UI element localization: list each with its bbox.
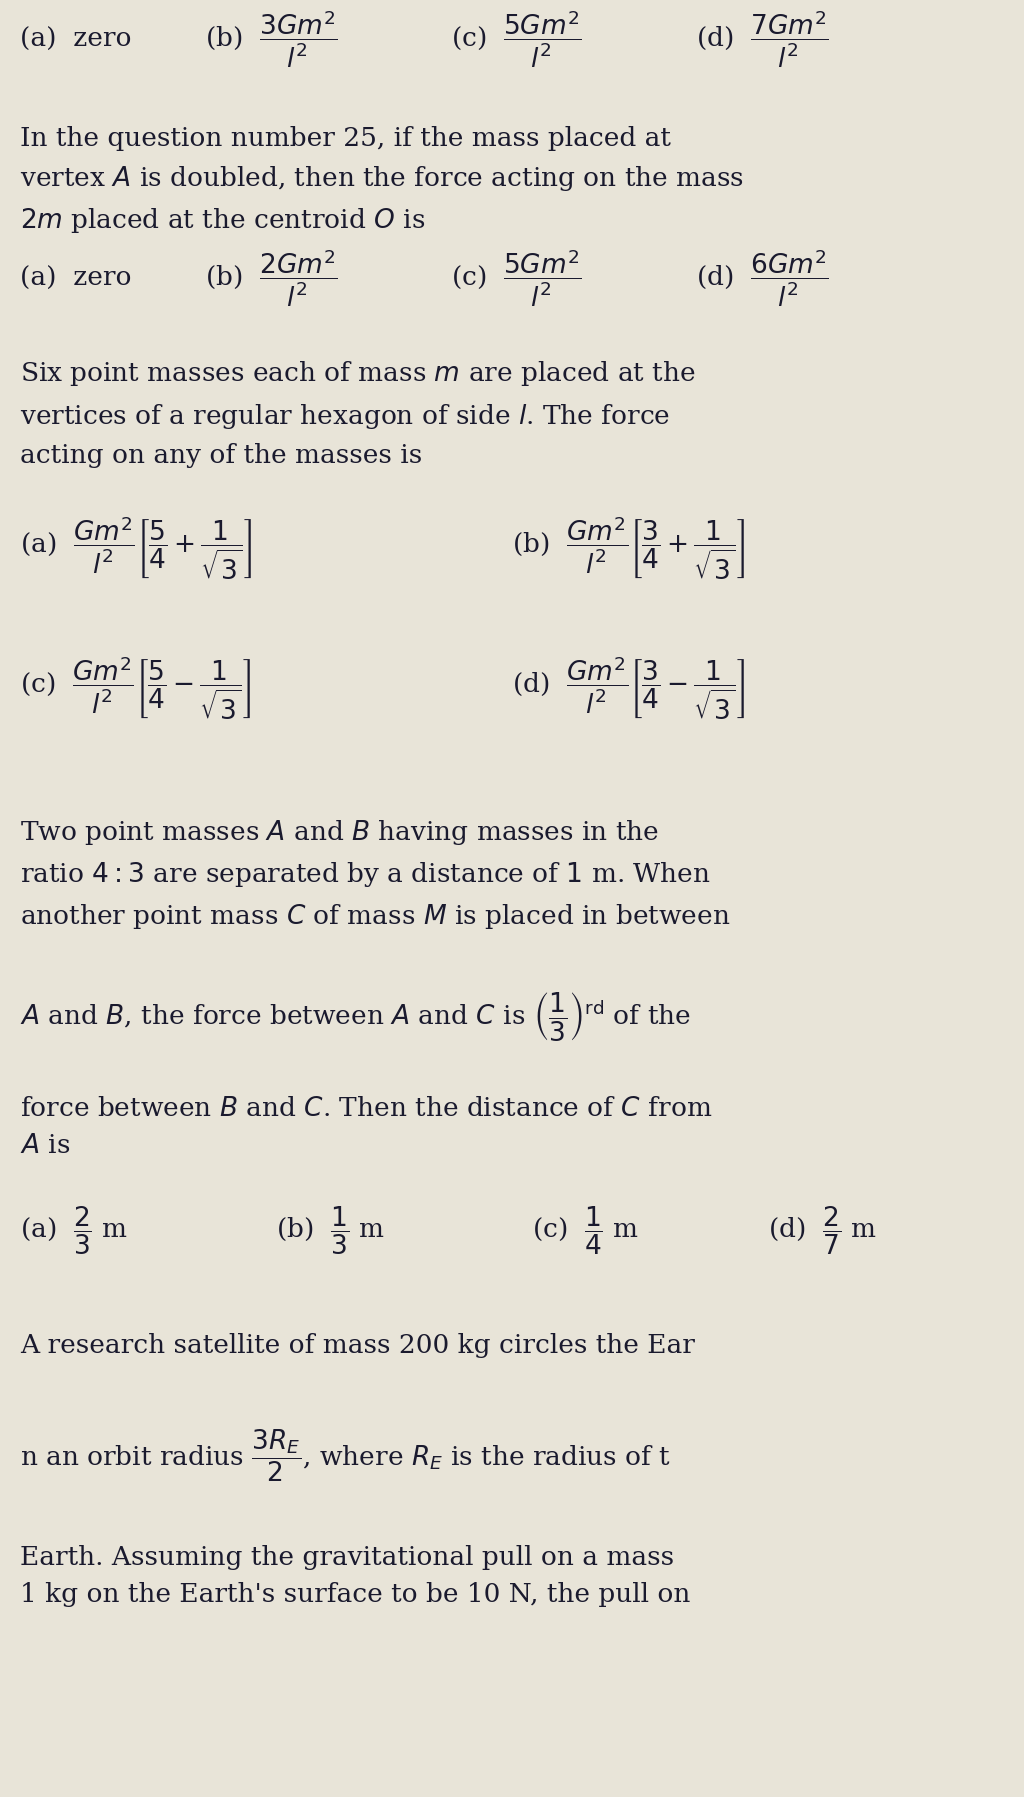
Text: In the question number 25, if the mass placed at
vertex $A$ is doubled, then the: In the question number 25, if the mass p… [20, 126, 744, 235]
Text: force between $B$ and $C$. Then the distance of $C$ from
$A$ is: force between $B$ and $C$. Then the dist… [20, 1096, 713, 1159]
Text: (d)  $\dfrac{7Gm^2}{l^2}$: (d) $\dfrac{7Gm^2}{l^2}$ [696, 9, 829, 70]
Text: (b)  $\dfrac{Gm^2}{l^2}\left[\dfrac{3}{4}+\dfrac{1}{\sqrt{3}}\right]$: (b) $\dfrac{Gm^2}{l^2}\left[\dfrac{3}{4}… [512, 514, 745, 582]
Text: (c)  $\dfrac{5Gm^2}{l^2}$: (c) $\dfrac{5Gm^2}{l^2}$ [451, 9, 582, 70]
Text: (a)  zero: (a) zero [20, 27, 132, 52]
Text: (d)  $\dfrac{6Gm^2}{l^2}$: (d) $\dfrac{6Gm^2}{l^2}$ [696, 248, 829, 309]
Text: (c)  $\dfrac{Gm^2}{l^2}\left[\dfrac{5}{4}-\dfrac{1}{\sqrt{3}}\right]$: (c) $\dfrac{Gm^2}{l^2}\left[\dfrac{5}{4}… [20, 654, 252, 722]
Text: (c)  $\dfrac{1}{4}$ m: (c) $\dfrac{1}{4}$ m [532, 1204, 639, 1258]
Text: $A$ and $B$, the force between $A$ and $C$ is $\left(\dfrac{1}{3}\right)^{\mathr: $A$ and $B$, the force between $A$ and $… [20, 990, 691, 1042]
Text: (c)  $\dfrac{5Gm^2}{l^2}$: (c) $\dfrac{5Gm^2}{l^2}$ [451, 248, 582, 309]
Text: A research satellite of mass 200 kg circles the Ear: A research satellite of mass 200 kg circ… [20, 1333, 695, 1359]
Text: Six point masses each of mass $m$ are placed at the
vertices of a regular hexago: Six point masses each of mass $m$ are pl… [20, 359, 696, 467]
Text: (a)  $\dfrac{2}{3}$ m: (a) $\dfrac{2}{3}$ m [20, 1204, 128, 1258]
Text: Earth. Assuming the gravitational pull on a mass
1 kg on the Earth's surface to : Earth. Assuming the gravitational pull o… [20, 1545, 691, 1608]
Text: (b)  $\dfrac{3Gm^2}{l^2}$: (b) $\dfrac{3Gm^2}{l^2}$ [205, 9, 338, 70]
Text: Two point masses $A$ and $B$ having masses in the
ratio $4:3$ are separated by a: Two point masses $A$ and $B$ having mass… [20, 818, 731, 931]
Text: (b)  $\dfrac{1}{3}$ m: (b) $\dfrac{1}{3}$ m [276, 1204, 385, 1258]
Text: (b)  $\dfrac{2Gm^2}{l^2}$: (b) $\dfrac{2Gm^2}{l^2}$ [205, 248, 338, 309]
Text: n an orbit radius $\dfrac{3R_E}{2}$, where $R_E$ is the radius of t: n an orbit radius $\dfrac{3R_E}{2}$, whe… [20, 1427, 672, 1484]
Text: (a)  $\dfrac{Gm^2}{l^2}\left[\dfrac{5}{4}+\dfrac{1}{\sqrt{3}}\right]$: (a) $\dfrac{Gm^2}{l^2}\left[\dfrac{5}{4}… [20, 514, 253, 582]
Text: (d)  $\dfrac{Gm^2}{l^2}\left[\dfrac{3}{4}-\dfrac{1}{\sqrt{3}}\right]$: (d) $\dfrac{Gm^2}{l^2}\left[\dfrac{3}{4}… [512, 654, 745, 722]
Text: (d)  $\dfrac{2}{7}$ m: (d) $\dfrac{2}{7}$ m [768, 1204, 877, 1258]
Text: (a)  zero: (a) zero [20, 266, 132, 291]
